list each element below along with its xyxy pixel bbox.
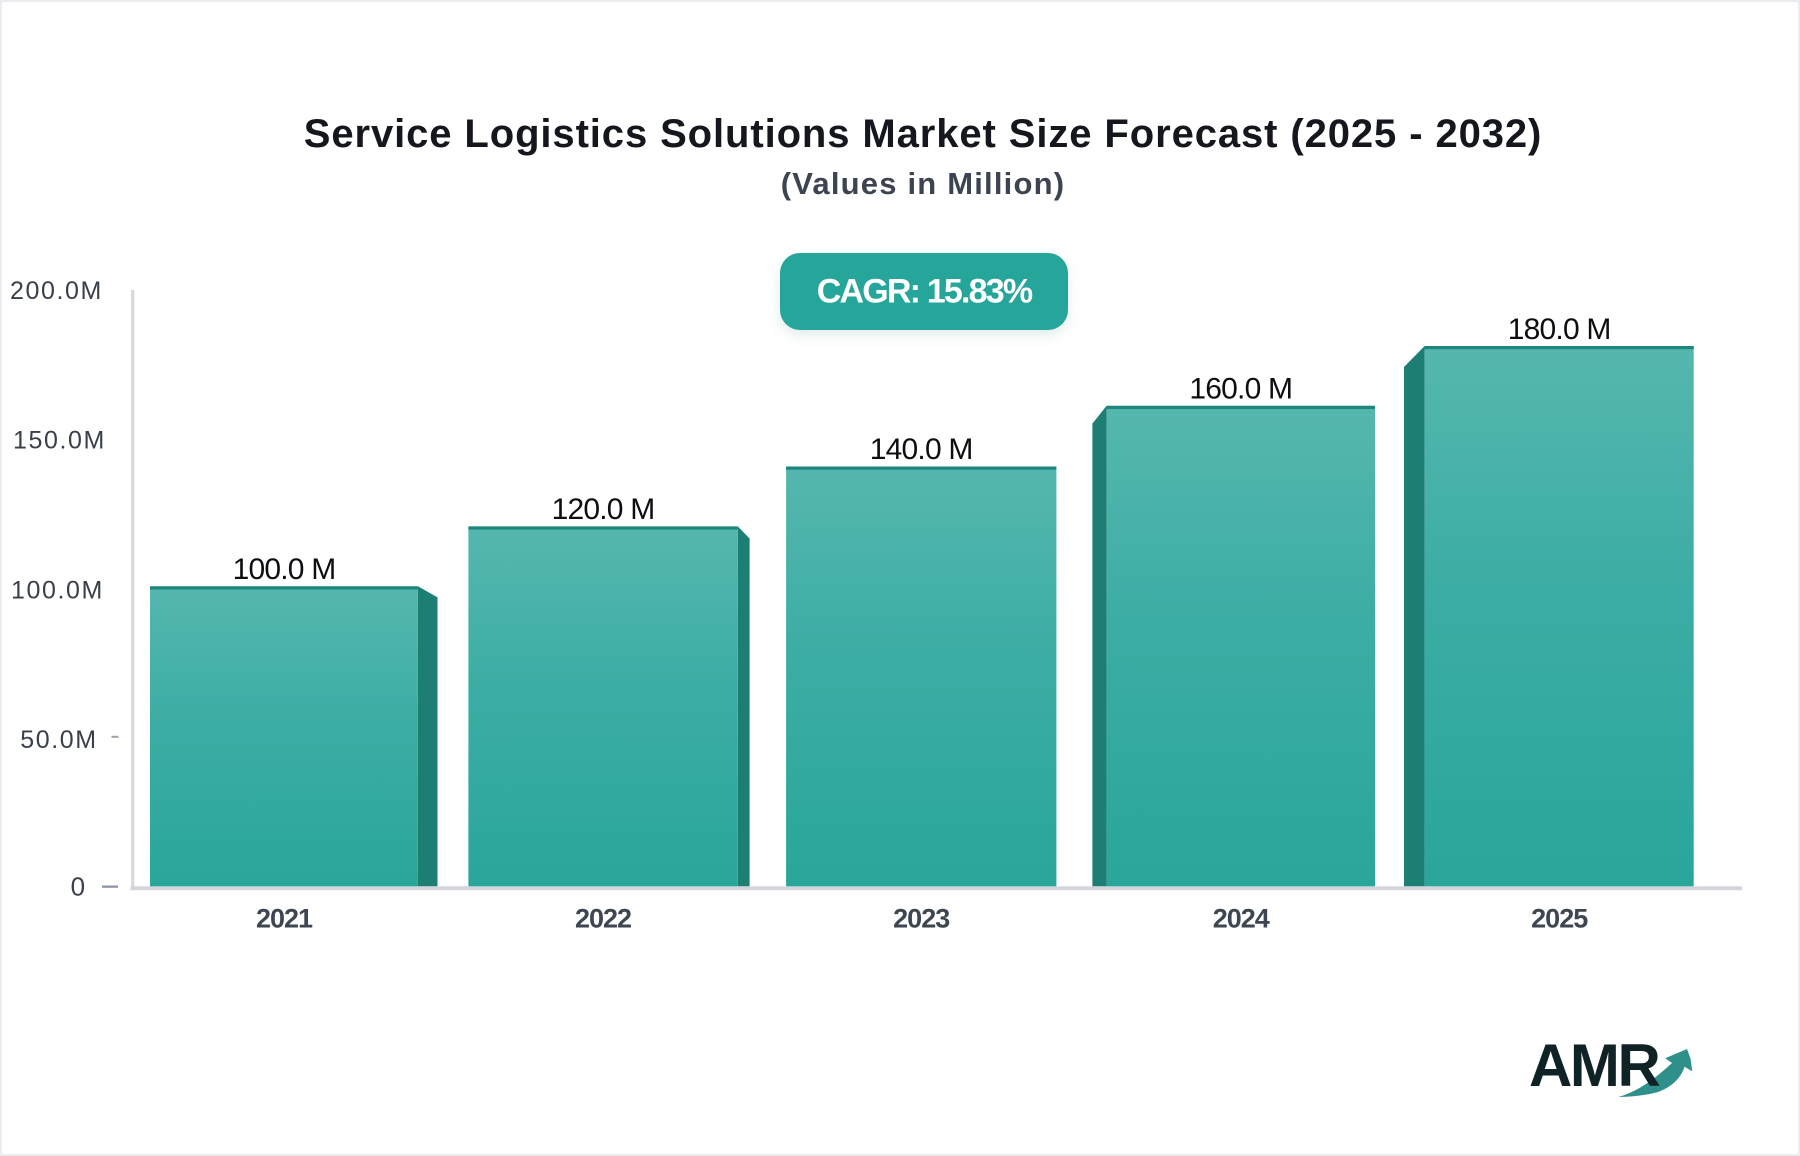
- svg-text:2021: 2021: [256, 904, 313, 934]
- svg-text:150.0M: 150.0M: [13, 427, 106, 455]
- svg-text:140.0 M: 140.0 M: [870, 433, 973, 466]
- svg-text:0: 0: [71, 871, 85, 901]
- svg-text:100.0M: 100.0M: [11, 577, 104, 605]
- svg-text:120.0 M: 120.0 M: [552, 493, 655, 526]
- svg-text:160.0 M: 160.0 M: [1189, 373, 1292, 406]
- svg-text:Service Logistics Solutions Ma: Service Logistics Solutions Market Size …: [304, 112, 1543, 156]
- svg-text:100.0 M: 100.0 M: [233, 553, 336, 586]
- svg-text:2024: 2024: [1213, 904, 1270, 934]
- svg-text:180.0 M: 180.0 M: [1508, 313, 1611, 346]
- svg-text:2025: 2025: [1531, 904, 1588, 934]
- svg-text:AMR: AMR: [1529, 1032, 1661, 1099]
- svg-text:200.0M: 200.0M: [10, 277, 103, 305]
- svg-text:2023: 2023: [893, 904, 950, 934]
- svg-text:CAGR: 15.83%: CAGR: 15.83%: [817, 273, 1033, 311]
- svg-text:50.0M: 50.0M: [20, 726, 97, 754]
- svg-text:2022: 2022: [575, 904, 631, 934]
- svg-text:(Values in Million): (Values in Million): [781, 166, 1066, 201]
